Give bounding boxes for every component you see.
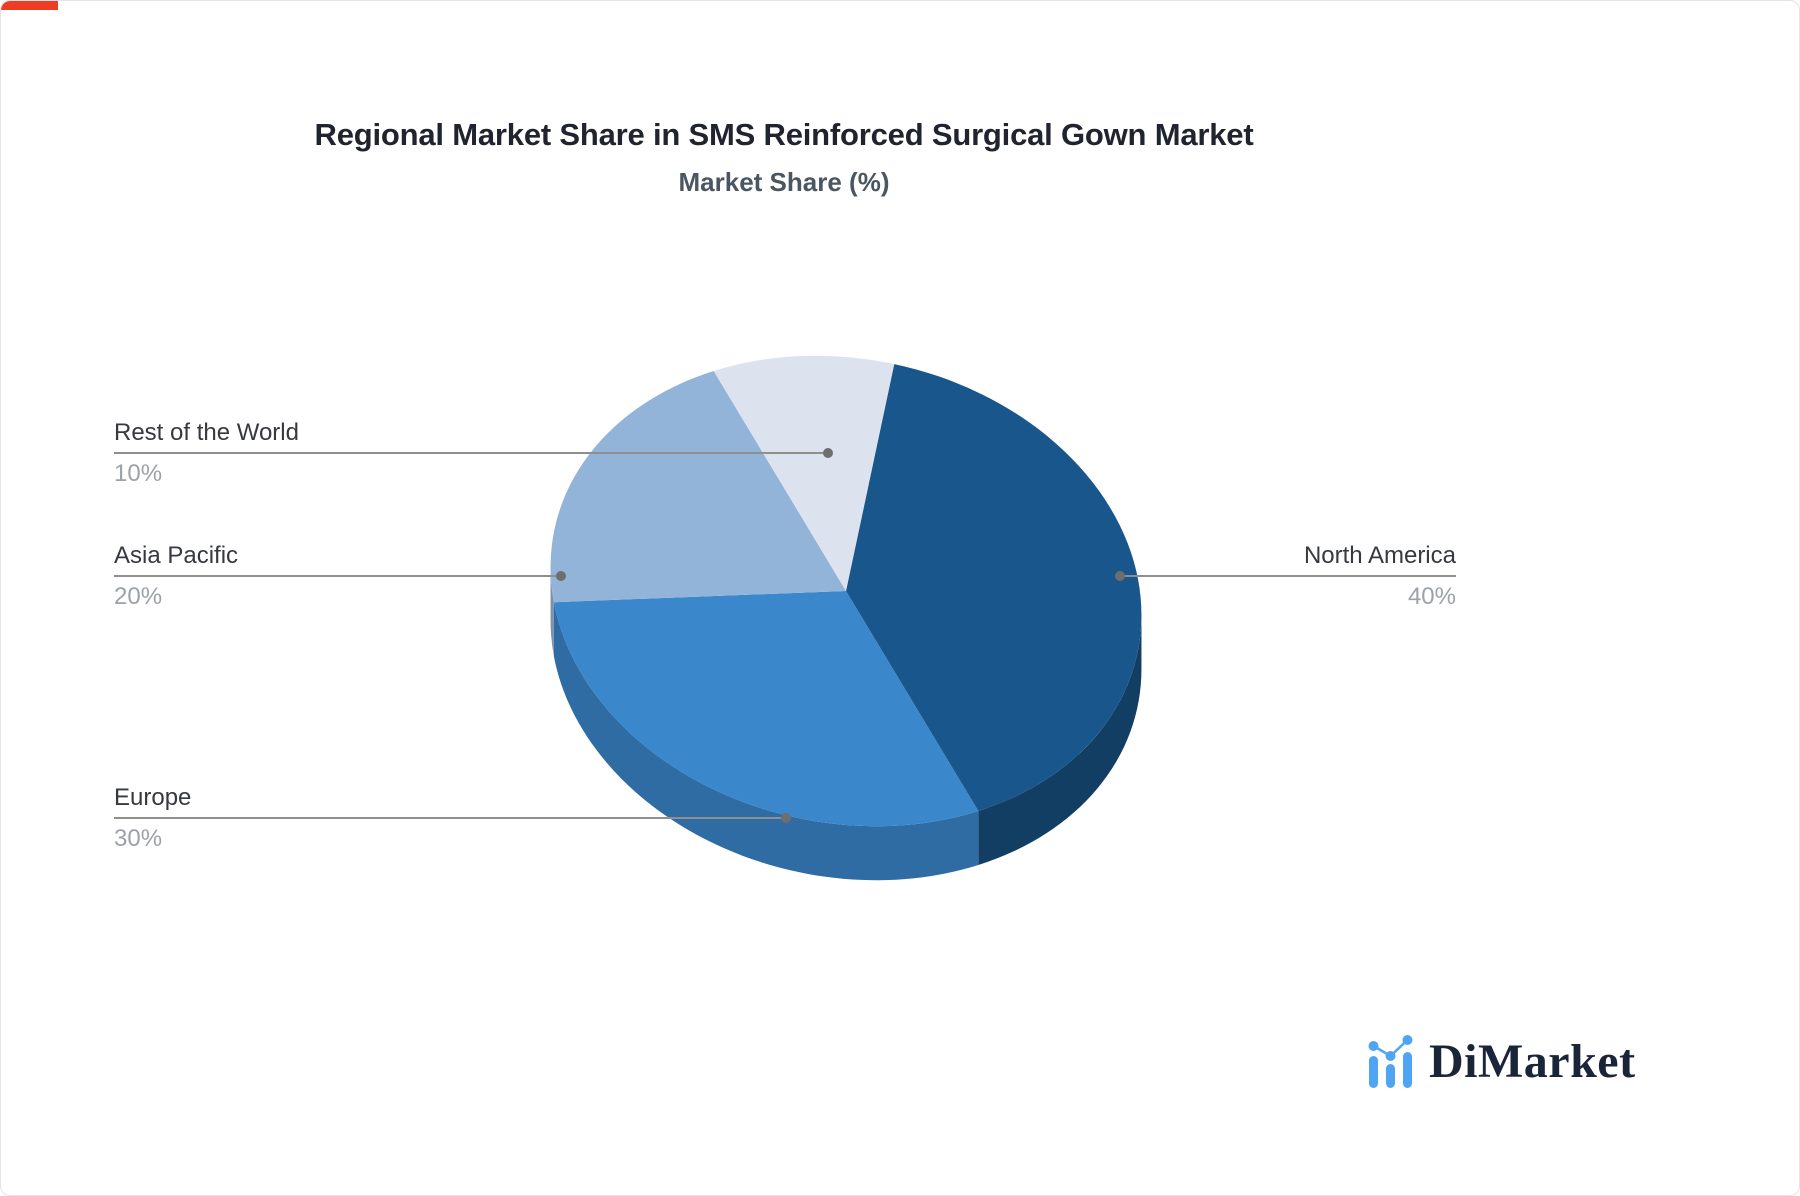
callout-rest-of-the-world: Rest of the World 10%: [114, 419, 833, 487]
slice-value: 20%: [114, 583, 163, 610]
pie-slice-side-asia-pacific: [550, 566, 554, 657]
leader-line: [114, 448, 833, 458]
pie-slice-side-europe: [553, 602, 979, 881]
slice-label: North America: [1303, 542, 1456, 569]
dimarket-logo: DiMarket: [1367, 1033, 1636, 1091]
leader-line: [114, 813, 791, 823]
slice-label: Europe: [114, 784, 192, 811]
dimarket-logo-icon: [1368, 1035, 1413, 1088]
slice-label: Rest of the World: [114, 419, 299, 446]
leader-line: [114, 571, 566, 581]
slice-value: 40%: [1407, 583, 1456, 610]
callout-europe: Europe 30%: [114, 784, 791, 852]
slice-value: 30%: [114, 825, 163, 852]
corner-marker: [1, 1, 58, 10]
pie-slice-rest-of-the-world: [713, 355, 895, 591]
slice-value: 10%: [114, 460, 163, 487]
chart-title: Regional Market Share in SMS Reinforced …: [314, 117, 1254, 152]
pie-slice-europe: [553, 591, 979, 827]
pie-slice-north-america: [846, 364, 1142, 812]
callout-north-america: North America 40%: [1115, 542, 1456, 610]
pie-slice-asia-pacific: [550, 370, 846, 603]
leader-line: [1115, 571, 1456, 581]
chart-subtitle: Market Share (%): [678, 167, 890, 197]
pie-slice-side-north-america: [978, 615, 1142, 866]
dimarket-logo-text: DiMarket: [1429, 1035, 1636, 1088]
slice-label: Asia Pacific: [114, 542, 239, 569]
callout-asia-pacific: Asia Pacific 20%: [114, 542, 566, 610]
